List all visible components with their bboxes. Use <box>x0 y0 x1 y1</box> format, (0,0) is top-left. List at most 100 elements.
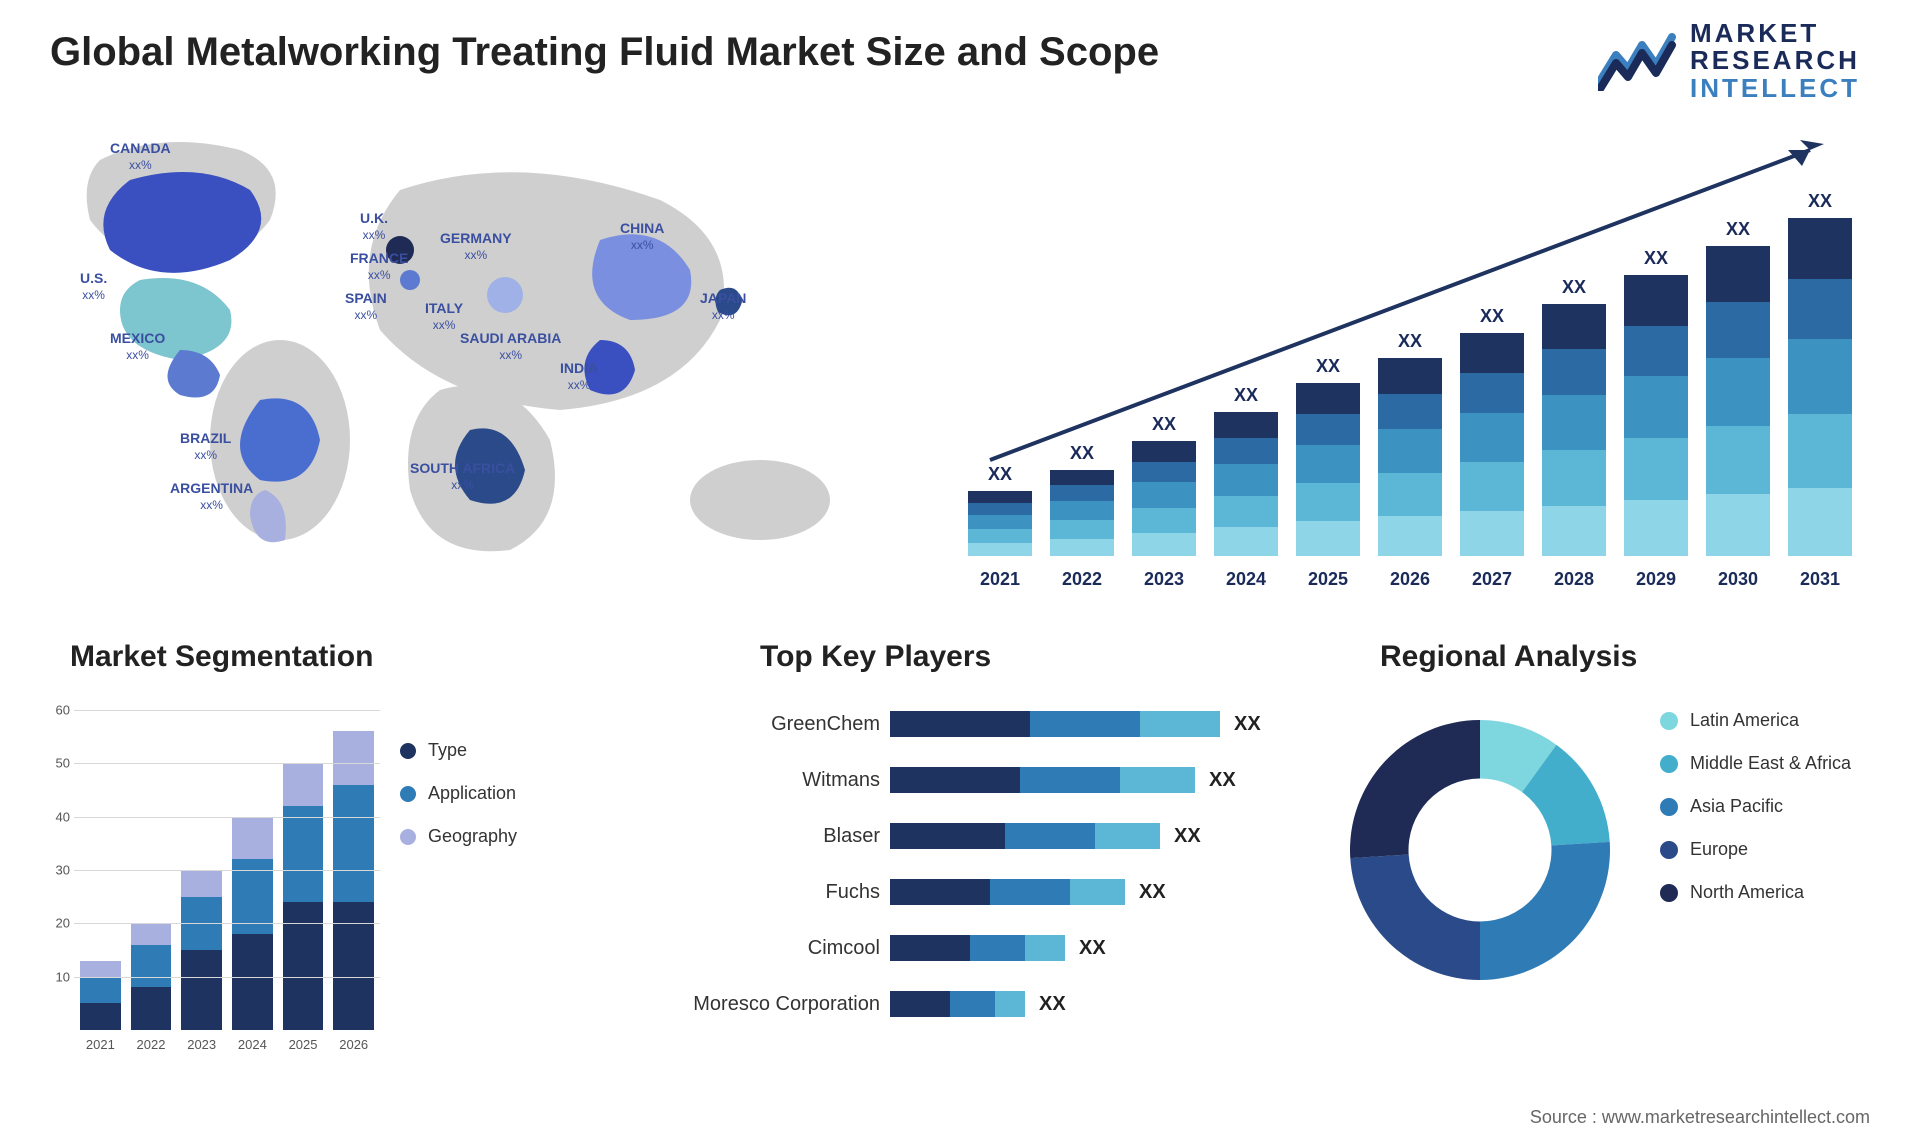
legend-label: Asia Pacific <box>1690 796 1783 817</box>
player-row-moresco-corporation: Moresco CorporationXX <box>660 980 1280 1028</box>
player-bar <box>890 823 1160 849</box>
forecast-seg <box>1296 414 1360 445</box>
seg-y-tick: 10 <box>44 969 70 984</box>
regional-donut <box>1330 700 1630 1000</box>
legend-label: Application <box>428 783 516 804</box>
forecast-bar-label: XX <box>1808 191 1832 212</box>
seg-x-label: 2021 <box>80 1037 121 1052</box>
player-seg <box>890 879 990 905</box>
forecast-bar-label: XX <box>1152 414 1176 435</box>
map-label-china: CHINAxx% <box>620 220 664 253</box>
forecast-seg <box>968 543 1032 556</box>
forecast-x-label: 2031 <box>1788 569 1852 590</box>
segmentation-legend: TypeApplicationGeography <box>400 740 517 869</box>
forecast-seg <box>1132 508 1196 533</box>
seg-seg <box>80 1003 121 1030</box>
forecast-bar-2030: XX <box>1706 219 1770 556</box>
segmentation-title: Market Segmentation <box>70 640 373 674</box>
forecast-seg <box>968 529 1032 543</box>
legend-swatch-icon <box>1660 712 1678 730</box>
map-label-japan: JAPANxx% <box>700 290 746 323</box>
player-name: Blaser <box>660 825 890 848</box>
seg-seg <box>131 945 172 988</box>
player-seg <box>890 711 1030 737</box>
players-title: Top Key Players <box>760 640 991 674</box>
forecast-seg <box>1542 450 1606 505</box>
seg-seg <box>283 806 324 902</box>
player-seg <box>1120 767 1195 793</box>
forecast-seg <box>1706 494 1770 556</box>
regional-title: Regional Analysis <box>1380 640 1637 674</box>
forecast-x-label: 2024 <box>1214 569 1278 590</box>
forecast-seg <box>1706 426 1770 494</box>
forecast-bar-label: XX <box>1398 331 1422 352</box>
region-legend-item: Middle East & Africa <box>1660 753 1851 774</box>
seg-bar-2021 <box>80 961 121 1030</box>
player-seg <box>890 991 950 1017</box>
player-seg <box>1095 823 1160 849</box>
player-seg <box>890 935 970 961</box>
player-seg <box>1030 711 1140 737</box>
region-legend-item: North America <box>1660 882 1851 903</box>
forecast-seg <box>1706 358 1770 426</box>
forecast-seg <box>1624 376 1688 438</box>
seg-bar-2026 <box>333 731 374 1030</box>
legend-label: Latin America <box>1690 710 1799 731</box>
forecast-bar-2031: XX <box>1788 191 1852 556</box>
forecast-bar-label: XX <box>1070 443 1094 464</box>
player-row-witmans: WitmansXX <box>660 756 1280 804</box>
forecast-seg <box>1542 506 1606 556</box>
seg-seg <box>283 763 324 806</box>
player-value: XX <box>1234 713 1261 736</box>
logo-text-2: RESEARCH <box>1690 47 1860 74</box>
player-seg <box>1020 767 1120 793</box>
seg-x-label: 2026 <box>333 1037 374 1052</box>
seg-x-label: 2025 <box>283 1037 324 1052</box>
forecast-seg <box>1460 373 1524 413</box>
player-bar <box>890 991 1025 1017</box>
forecast-chart: XXXXXXXXXXXXXXXXXXXXXX 20212022202320242… <box>960 150 1860 590</box>
seg-seg <box>131 923 172 944</box>
forecast-seg <box>1214 438 1278 464</box>
player-value: XX <box>1039 993 1066 1016</box>
forecast-bar-2026: XX <box>1378 331 1442 556</box>
forecast-bar-label: XX <box>988 464 1012 485</box>
legend-swatch-icon <box>400 743 416 759</box>
player-row-fuchs: Fuchs XX <box>660 868 1280 916</box>
forecast-seg <box>1624 500 1688 556</box>
forecast-seg <box>1296 521 1360 556</box>
forecast-seg <box>1542 304 1606 349</box>
seg-bar-2025 <box>283 763 324 1030</box>
seg-gridline <box>74 710 380 711</box>
player-name: Fuchs <box>660 881 890 904</box>
segmentation-chart: 102030405060 202120222023202420252026 <box>40 700 380 1060</box>
seg-gridline <box>74 763 380 764</box>
forecast-x-label: 2025 <box>1296 569 1360 590</box>
legend-swatch-icon <box>400 829 416 845</box>
page-title: Global Metalworking Treating Fluid Marke… <box>50 30 1159 75</box>
forecast-seg <box>1050 520 1114 539</box>
region-legend-item: Latin America <box>1660 710 1851 731</box>
player-bar <box>890 711 1220 737</box>
source-text: Source : www.marketresearchintellect.com <box>1530 1107 1870 1128</box>
seg-gridline <box>74 923 380 924</box>
forecast-seg <box>1788 339 1852 413</box>
donut-slice-europe <box>1350 854 1480 980</box>
players-chart: GreenChemXXWitmansXXBlaserXXFuchsXXCimco… <box>660 700 1280 1070</box>
player-seg <box>1070 879 1125 905</box>
forecast-seg <box>968 515 1032 529</box>
forecast-seg <box>1542 349 1606 394</box>
seg-y-tick: 60 <box>44 703 70 718</box>
forecast-seg <box>1788 488 1852 556</box>
seg-x-label: 2024 <box>232 1037 273 1052</box>
forecast-seg <box>1378 394 1442 430</box>
forecast-seg <box>1050 501 1114 520</box>
forecast-seg <box>1624 275 1688 326</box>
forecast-seg <box>1542 395 1606 450</box>
player-name: Cimcool <box>660 937 890 960</box>
forecast-seg <box>1050 470 1114 486</box>
forecast-seg <box>1296 445 1360 483</box>
forecast-bar-2024: XX <box>1214 385 1278 556</box>
forecast-seg <box>1214 464 1278 496</box>
player-value: XX <box>1139 881 1166 904</box>
